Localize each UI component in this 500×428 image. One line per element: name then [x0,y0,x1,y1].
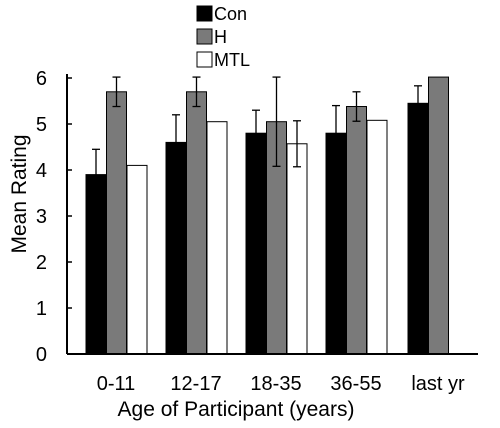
bar-h-36-55 [346,106,367,355]
bar-mtl-12-17 [206,121,228,355]
error-bar [172,114,180,171]
x-tick-label: 12-17 [170,373,221,395]
x-axis-ticks: 0-11 12-17 18-35 36-55 last yr [97,373,465,395]
y-tick-label: 3 [36,206,47,228]
bar-con-last-yr [407,102,429,355]
x-tick-label: 36-55 [330,373,381,395]
bar-mtl-18-35 [286,143,308,355]
legend-label-mtl: MTL [214,50,250,70]
bar-con-12-17 [165,141,187,355]
x-tick-label: last yr [411,373,465,395]
error-bar [414,85,422,122]
legend-label-con: Con [214,4,247,24]
y-tick-label: 0 [36,344,47,366]
y-tick-label: 6 [36,68,47,90]
bar-h-last-yr [428,76,449,355]
legend-label-h: H [214,27,227,47]
bar-h-0-11 [106,91,127,355]
legend-swatch-mtl [196,51,213,68]
y-tick-label: 1 [36,298,47,320]
y-tick-label: 2 [36,252,47,274]
y-tick-label: 5 [36,114,47,136]
error-bar [272,76,281,167]
legend-swatch-h [196,28,213,45]
bar-con-18-35 [245,132,267,355]
bars [85,76,449,355]
bar-mtl-0-11 [126,164,148,355]
x-tick-label: 18-35 [250,373,301,395]
x-tick-label: 0-11 [97,373,136,395]
bar-h-12-17 [186,91,207,355]
bar-con-0-11 [85,174,107,355]
legend: Con H MTL [196,4,250,70]
bar-con-36-55 [325,132,347,355]
y-axis-label: Mean Rating [8,134,31,253]
y-tick-label: 4 [36,160,47,182]
error-bar [192,76,201,108]
bar-mtl-36-55 [366,119,388,355]
error-bar [352,91,361,122]
error-bar [332,104,340,162]
error-bar [252,109,260,157]
legend-swatch-con [196,5,213,22]
error-bar [92,148,100,201]
error-bar [293,120,301,168]
x-axis-label: Age of Participant (years) [118,398,355,421]
error-bar [112,76,121,108]
